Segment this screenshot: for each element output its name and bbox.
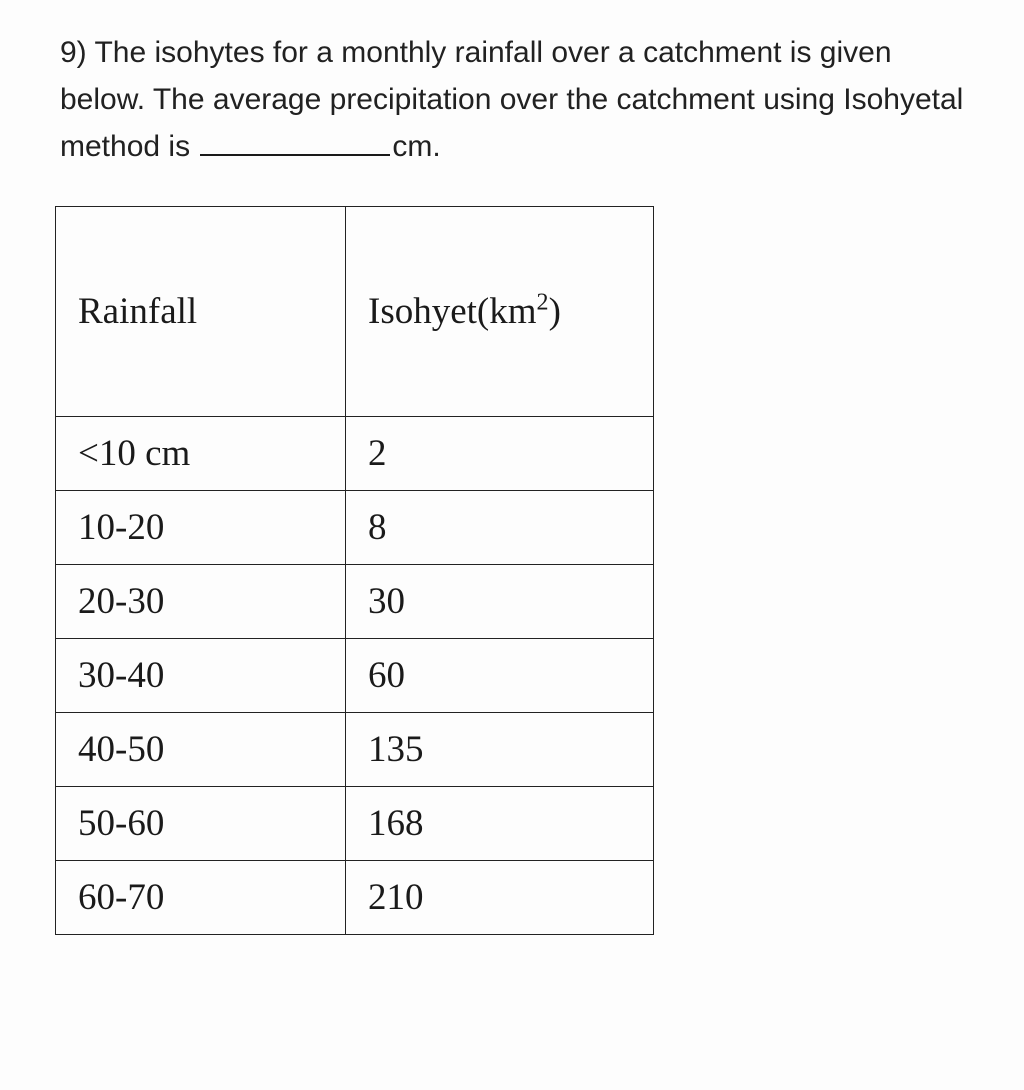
cell-rainfall: 20-30 — [56, 564, 346, 638]
cell-isohyet: 60 — [346, 638, 654, 712]
table-row: <10 cm 2 — [56, 416, 654, 490]
column-header-isohyet: Isohyet(km2) — [346, 206, 654, 416]
question-number: 9) — [60, 36, 87, 69]
table-row: 10-20 8 — [56, 490, 654, 564]
question-text: 9) The isohytes for a monthly rainfall o… — [60, 30, 974, 171]
question-body-1: The isohytes for a monthly rainfall over… — [60, 36, 963, 163]
cell-isohyet: 2 — [346, 416, 654, 490]
table-row: 60-70 210 — [56, 860, 654, 934]
table-row: 30-40 60 — [56, 638, 654, 712]
cell-rainfall: 60-70 — [56, 860, 346, 934]
cell-rainfall: 10-20 — [56, 490, 346, 564]
cell-isohyet: 30 — [346, 564, 654, 638]
fill-in-blank[interactable] — [200, 123, 390, 156]
cell-rainfall: <10 cm — [56, 416, 346, 490]
col2-prefix: Isohyet(km — [368, 291, 537, 332]
cell-rainfall: 30-40 — [56, 638, 346, 712]
cell-isohyet: 8 — [346, 490, 654, 564]
cell-isohyet: 210 — [346, 860, 654, 934]
data-table-wrapper: Rainfall Isohyet(km2) <10 cm 2 10-20 8 2… — [55, 206, 974, 935]
table-row: 20-30 30 — [56, 564, 654, 638]
col2-sup: 2 — [537, 289, 549, 315]
question-body-2: cm. — [392, 130, 440, 163]
rainfall-table: Rainfall Isohyet(km2) <10 cm 2 10-20 8 2… — [55, 206, 654, 935]
cell-rainfall: 40-50 — [56, 712, 346, 786]
col2-suffix: ) — [549, 291, 561, 332]
cell-rainfall: 50-60 — [56, 786, 346, 860]
cell-isohyet: 168 — [346, 786, 654, 860]
column-header-rainfall: Rainfall — [56, 206, 346, 416]
table-row: 50-60 168 — [56, 786, 654, 860]
table-header-row: Rainfall Isohyet(km2) — [56, 206, 654, 416]
table-row: 40-50 135 — [56, 712, 654, 786]
cell-isohyet: 135 — [346, 712, 654, 786]
table-body: <10 cm 2 10-20 8 20-30 30 30-40 60 40-50… — [56, 416, 654, 934]
